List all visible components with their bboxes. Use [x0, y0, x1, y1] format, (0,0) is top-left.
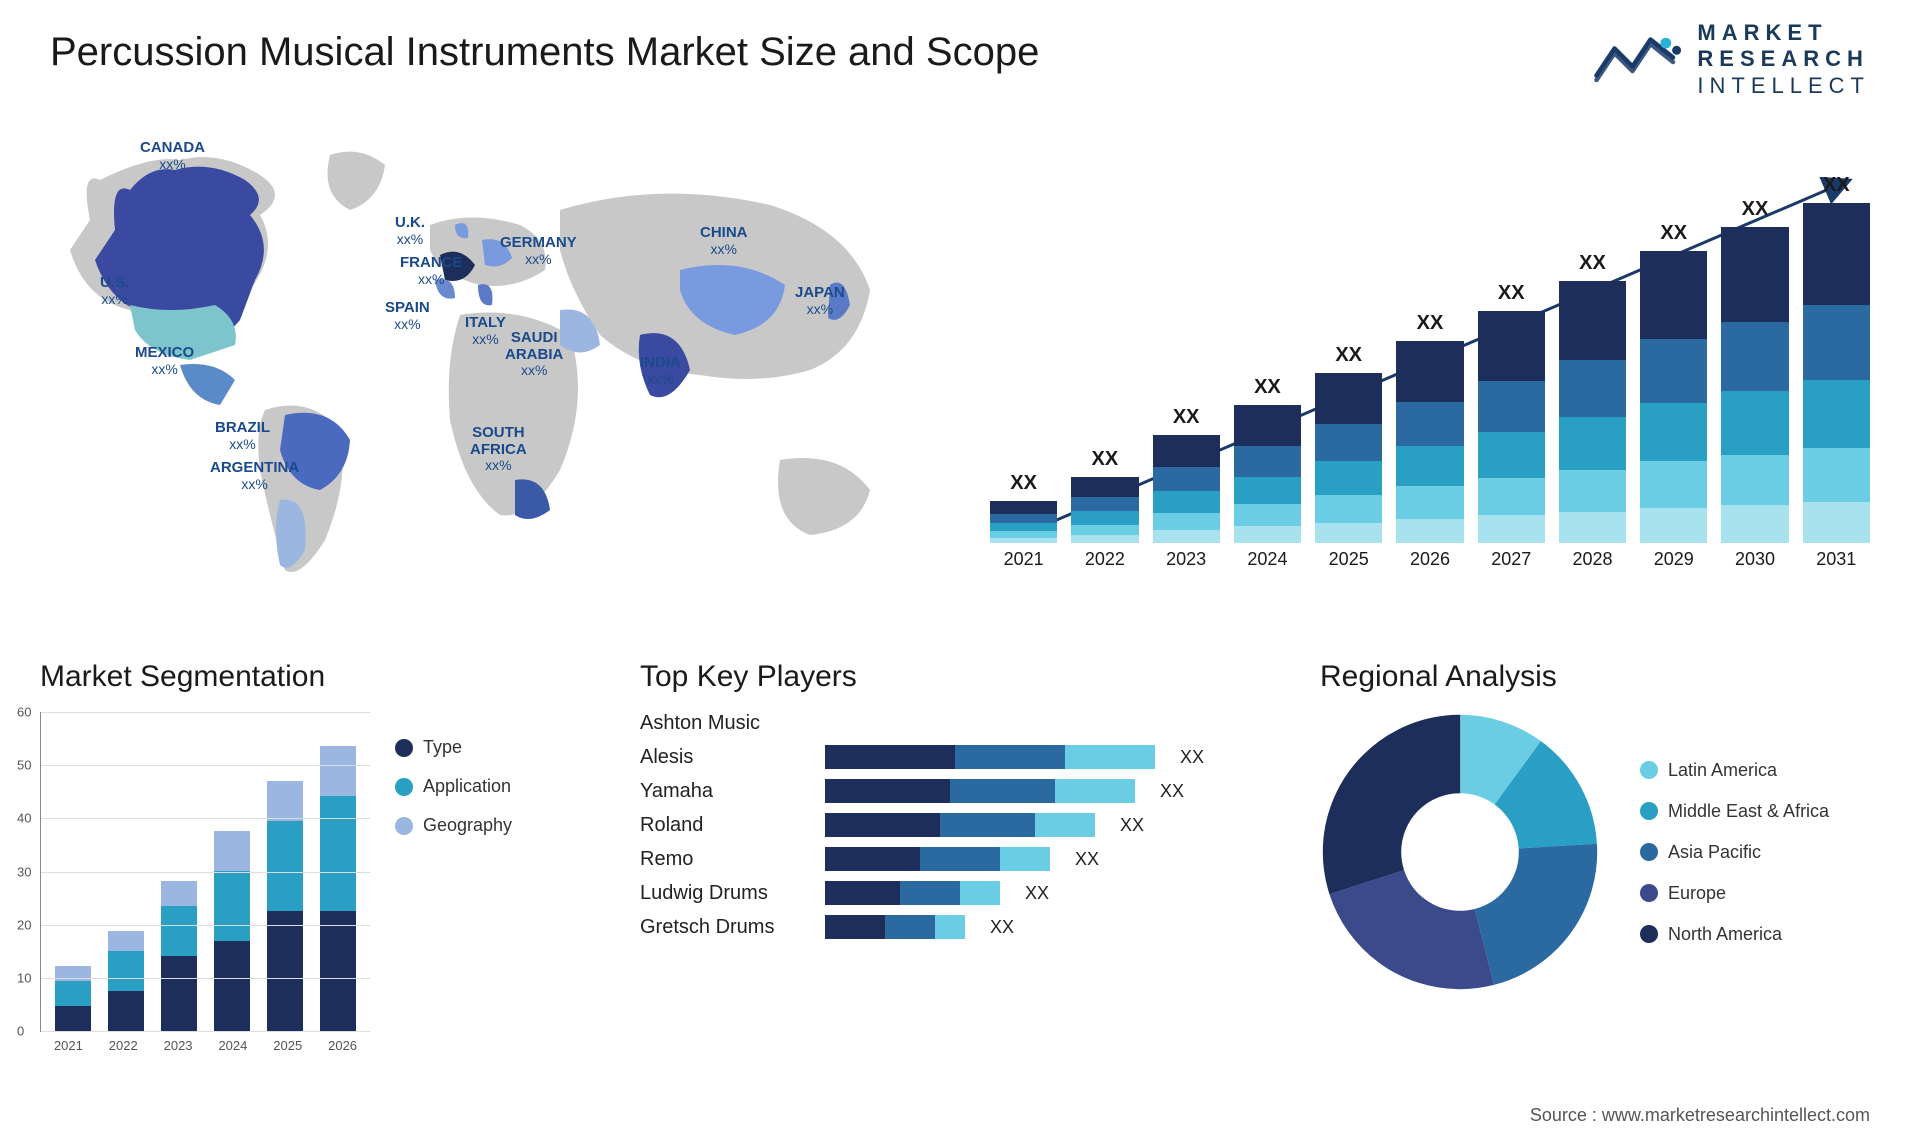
world-map: CANADAxx% U.S.xx% MEXICOxx% BRAZILxx% ARGENT…	[40, 120, 940, 620]
player-row: Gretsch DrumsXX	[640, 915, 1260, 939]
regional-title: Regional Analysis	[1320, 660, 1880, 694]
players-title: Top Key Players	[640, 660, 1260, 694]
legend-item: Asia Pacific	[1640, 842, 1829, 863]
country-label: BRAZILxx%	[215, 420, 270, 453]
forecast-bar: XX2023	[1153, 406, 1220, 570]
player-row: RemoXX	[640, 847, 1260, 871]
segmentation-bar	[55, 966, 91, 1031]
country-label: JAPANxx%	[795, 285, 845, 318]
segmentation-bar	[320, 746, 356, 1031]
segmentation-bar	[161, 881, 197, 1031]
country-label: CANADAxx%	[140, 140, 205, 173]
player-row: Ludwig DrumsXX	[640, 881, 1260, 905]
legend-item: Geography	[395, 815, 512, 836]
legend-item: North America	[1640, 924, 1829, 945]
forecast-bar: XX2025	[1315, 344, 1382, 570]
country-label: SPAINxx%	[385, 300, 430, 333]
segmentation-bar	[214, 831, 250, 1031]
player-row: Ashton Music	[640, 712, 1260, 735]
legend-item: Europe	[1640, 883, 1829, 904]
country-label: INDIAxx%	[640, 355, 681, 388]
brand-logo: MARKET RESEARCH INTELLECT	[1592, 20, 1870, 99]
forecast-bar: XX2027	[1478, 282, 1545, 570]
forecast-bar: XX2022	[1071, 448, 1138, 570]
country-label: MEXICOxx%	[135, 345, 194, 378]
regional-legend: Latin America Middle East & Africa Asia Pa…	[1640, 760, 1829, 945]
forecast-bar: XX2030	[1721, 198, 1788, 570]
country-label: SOUTHAFRICAxx%	[470, 425, 527, 475]
country-label: U.S.xx%	[100, 275, 129, 308]
segmentation-legend: Type Application Geography	[395, 712, 512, 1032]
legend-item: Type	[395, 737, 512, 758]
regional-section: Regional Analysis Latin America Middle Ea…	[1320, 660, 1880, 992]
players-chart: Ashton Music AlesisXX YamahaXX RolandXX Remo…	[640, 712, 1260, 939]
forecast-bar: XX2028	[1559, 252, 1626, 570]
legend-item: Latin America	[1640, 760, 1829, 781]
forecast-bar: XX2029	[1640, 222, 1707, 570]
players-section: Top Key Players Ashton Music AlesisXX Yama…	[640, 660, 1260, 939]
segmentation-section: Market Segmentation 01020304050602021202…	[40, 660, 580, 1032]
player-row: YamahaXX	[640, 779, 1260, 803]
legend-item: Application	[395, 776, 512, 797]
player-row: AlesisXX	[640, 745, 1260, 769]
country-label: SAUDIARABIAxx%	[505, 330, 563, 380]
forecast-bar: XX2024	[1234, 376, 1301, 570]
country-label: U.K.xx%	[395, 215, 425, 248]
forecast-bar: XX2021	[990, 472, 1057, 570]
segmentation-title: Market Segmentation	[40, 660, 580, 694]
segmentation-chart: 0102030405060202120222023202420252026	[40, 712, 370, 1032]
logo-text: MARKET RESEARCH INTELLECT	[1697, 20, 1870, 99]
legend-item: Middle East & Africa	[1640, 801, 1829, 822]
segmentation-bar	[108, 931, 144, 1031]
forecast-bar: XX2031	[1803, 174, 1870, 570]
logo-mark-icon	[1592, 30, 1682, 90]
forecast-chart: XX2021XX2022XX2023XX2024XX2025XX2026XX20…	[990, 160, 1870, 600]
country-label: ITALYxx%	[465, 315, 506, 348]
forecast-bar: XX2026	[1396, 312, 1463, 570]
country-label: FRANCExx%	[400, 255, 463, 288]
regional-donut-chart	[1320, 712, 1600, 992]
country-label: GERMANYxx%	[500, 235, 577, 268]
player-row: RolandXX	[640, 813, 1260, 837]
country-label: CHINAxx%	[700, 225, 748, 258]
page-title: Percussion Musical Instruments Market Si…	[50, 30, 1039, 75]
source-text: Source : www.marketresearchintellect.com	[1530, 1105, 1870, 1126]
country-label: ARGENTINAxx%	[210, 460, 299, 493]
